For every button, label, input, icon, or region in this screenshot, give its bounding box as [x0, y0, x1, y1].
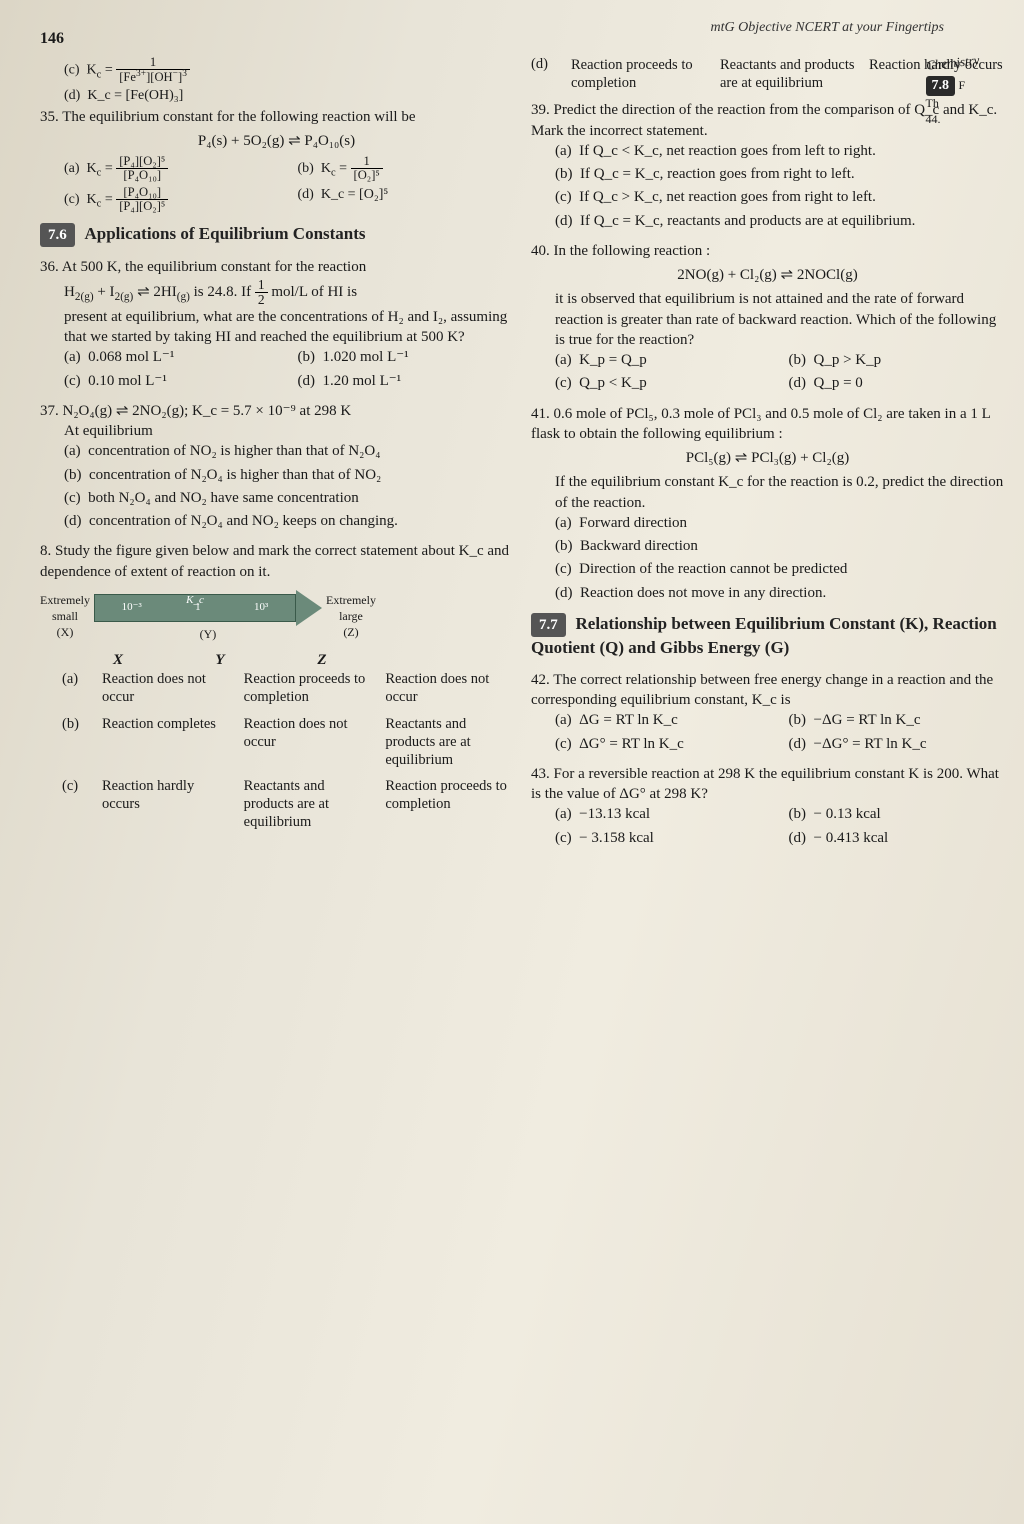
- q42: 42. The correct relationship between fre…: [531, 670, 1004, 754]
- q43: 43. For a reversible reaction at 298 K t…: [531, 764, 1004, 848]
- q41-eq: PCl₅(g) ⇌ PCl₃(g) + Cl₂(g): [531, 448, 1004, 468]
- q38-row-b: (b) Reaction completes Reaction does not…: [62, 715, 513, 769]
- q37: 37. N₂O₄(g) ⇌ 2NO₂(g); K_c = 5.7 × 10⁻⁹ …: [40, 401, 513, 532]
- right-column: (d) Reaction proceeds to completion Reac…: [531, 56, 1004, 858]
- sec77-title: Relationship between Equilibrium Constan…: [531, 614, 997, 657]
- q38-row-c: (c) Reaction hardly occurs Reactants and…: [62, 777, 513, 831]
- q36-d: (d) 1.20 mol L⁻¹: [298, 371, 514, 391]
- section-7-6: 7.6 Applications of Equilibrium Constant…: [40, 223, 513, 247]
- q43-a: (a) −13.13 kcal: [555, 804, 771, 824]
- arrow-body: K_c 10⁻³ 1 10³: [94, 594, 296, 622]
- q38-table: (a) Reaction does not occur Reaction pro…: [62, 670, 513, 831]
- sec77-num: 7.7: [531, 613, 566, 637]
- corner-side: 44.: [926, 112, 941, 126]
- diag-mid-c: (Y): [200, 626, 217, 642]
- q41-c: (c) Direction of the reaction cannot be …: [555, 559, 1004, 579]
- q43-d: (d) − 0.413 kcal: [789, 828, 1005, 848]
- corner-badge: Chemistry 7.8 FTh 44.: [926, 55, 979, 128]
- q35-text: The equilibrium constant for the followi…: [62, 109, 415, 125]
- q37-c: (c) both N₂O₄ and NO₂ have same concentr…: [64, 488, 513, 508]
- xyz-header: XYZ: [70, 650, 370, 670]
- q38-diagram: Extremelysmall(X) K_c 10⁻³ 1 10³: [40, 590, 513, 642]
- q41-d: (d) Reaction does not move in any direct…: [555, 583, 1004, 603]
- q36: 36. At 500 K, the equilibrium constant f…: [40, 257, 513, 391]
- q40-c: (c) Q_p < K_p: [555, 373, 771, 393]
- q37-a: (a) concentration of NO₂ is higher than …: [64, 441, 513, 461]
- corner-chapter: 7.8: [926, 76, 956, 96]
- q35-eq: P₄(s) + 5O₂(g) ⇌ P₄O₁₀(s): [40, 131, 513, 151]
- q43-c: (c) − 3.158 kcal: [555, 828, 771, 848]
- q34-opt-d: (d) K_c = [Fe(OH)₃]: [64, 88, 513, 104]
- q41: 41. 0.6 mole of PCl₅, 0.3 mole of PCl₃ a…: [531, 404, 1004, 603]
- q43-text: For a reversible reaction at 298 K the e…: [531, 766, 999, 802]
- q37-lead: At equilibrium: [64, 421, 513, 441]
- q35-c: (c) Kc = [P₄O₁₀][P₄][O₂]⁵: [64, 186, 280, 213]
- q39-b: (b) If Q_c = K_c, reaction goes from rig…: [555, 164, 1004, 184]
- q37-d: (d) concentration of N₂O₄ and NO₂ keeps …: [64, 511, 513, 531]
- diag-right: Extremelylarge(Z): [326, 592, 376, 641]
- q42-c: (c) ΔG° = RT ln K_c: [555, 734, 771, 754]
- q40-d: (d) Q_p = 0: [789, 373, 1005, 393]
- q36-c: (c) 0.10 mol L⁻¹: [64, 371, 280, 391]
- q41-b: (b) Backward direction: [555, 536, 1004, 556]
- q35: 35. The equilibrium constant for the fol…: [40, 107, 513, 213]
- q35-a: (a) Kc = [P₄][O₂]⁵[P₄O₁₀]: [64, 155, 280, 182]
- q37-eq: N₂O₄(g) ⇌ 2NO₂(g); K_c = 5.7 × 10⁻⁹ at 2…: [63, 403, 352, 419]
- q39-c: (c) If Q_c > K_c, net reaction goes from…: [555, 187, 1004, 207]
- q40-body: it is observed that equilibrium is not a…: [555, 289, 1004, 350]
- q36-b: (b) 1.020 mol L⁻¹: [298, 347, 514, 367]
- q36-a: (a) 0.068 mol L⁻¹: [64, 347, 280, 367]
- q42-d: (d) −ΔG° = RT ln K_c: [789, 734, 1005, 754]
- diag-left: Extremelysmall(X): [40, 592, 90, 641]
- q36-t1: At 500 K, the equilibrium constant for t…: [62, 259, 367, 275]
- q41-a: (a) Forward direction: [555, 513, 1004, 533]
- q40: 40. In the following reaction : 2NO(g) +…: [531, 241, 1004, 394]
- page: mtG Objective NCERT at your Fingertips C…: [0, 0, 1024, 1524]
- q35-d: (d) K_c = [O₂]⁵: [298, 186, 514, 213]
- left-column: (c) Kc = 1[Fe3+][OH−]3 (d) K_c = [Fe(OH)…: [40, 56, 513, 858]
- q41-body: If the equilibrium constant K_c for the …: [555, 472, 1004, 513]
- q40-text: In the following reaction :: [554, 243, 711, 259]
- q40-b: (b) Q_p > K_p: [789, 350, 1005, 370]
- q40-eq: 2NO(g) + Cl₂(g) ⇌ 2NOCl(g): [531, 265, 1004, 285]
- sec76-num: 7.6: [40, 223, 75, 247]
- q42-a: (a) ΔG = RT ln K_c: [555, 710, 771, 730]
- sec76-title: Applications of Equilibrium Constants: [85, 224, 366, 243]
- q38-row-a: (a) Reaction does not occur Reaction pro…: [62, 670, 513, 706]
- q41-text: 0.6 mole of PCl₅, 0.3 mole of PCl₃ and 0…: [531, 406, 990, 442]
- q37-b: (b) concentration of N₂O₄ is higher than…: [64, 465, 513, 485]
- q42-b: (b) −ΔG = RT ln K_c: [789, 710, 1005, 730]
- brand-header: mtG Objective NCERT at your Fingertips: [711, 20, 944, 36]
- q36-t2: present at equilibrium, what are the con…: [64, 307, 513, 348]
- arrow-head-icon: [296, 590, 322, 626]
- q36-eq: H2(g) + I2(g) ⇌ 2HI(g) is 24.8. If 12 mo…: [64, 278, 513, 307]
- q38-text: Study the figure given below and mark th…: [40, 543, 509, 579]
- q43-b: (b) − 0.13 kcal: [789, 804, 1005, 824]
- q34-options: (c) Kc = 1[Fe3+][OH−]3 (d) K_c = [Fe(OH)…: [64, 56, 513, 104]
- section-7-7: 7.7 Relationship between Equilibrium Con…: [531, 613, 1004, 660]
- q38: 8. Study the figure given below and mark…: [40, 541, 513, 831]
- q34-opt-c: (c) Kc = 1[Fe3+][OH−]3: [64, 56, 513, 85]
- corner-subject: Chemistry: [925, 52, 980, 73]
- q39-a: (a) If Q_c < K_c, net reaction goes from…: [555, 141, 1004, 161]
- q35-b: (b) Kc = 1[O₂]⁵: [298, 155, 514, 182]
- q40-a: (a) K_p = Q_p: [555, 350, 771, 370]
- q42-text: The correct relationship between free en…: [531, 672, 993, 708]
- q39-d: (d) If Q_c = K_c, reactants and products…: [555, 211, 1004, 231]
